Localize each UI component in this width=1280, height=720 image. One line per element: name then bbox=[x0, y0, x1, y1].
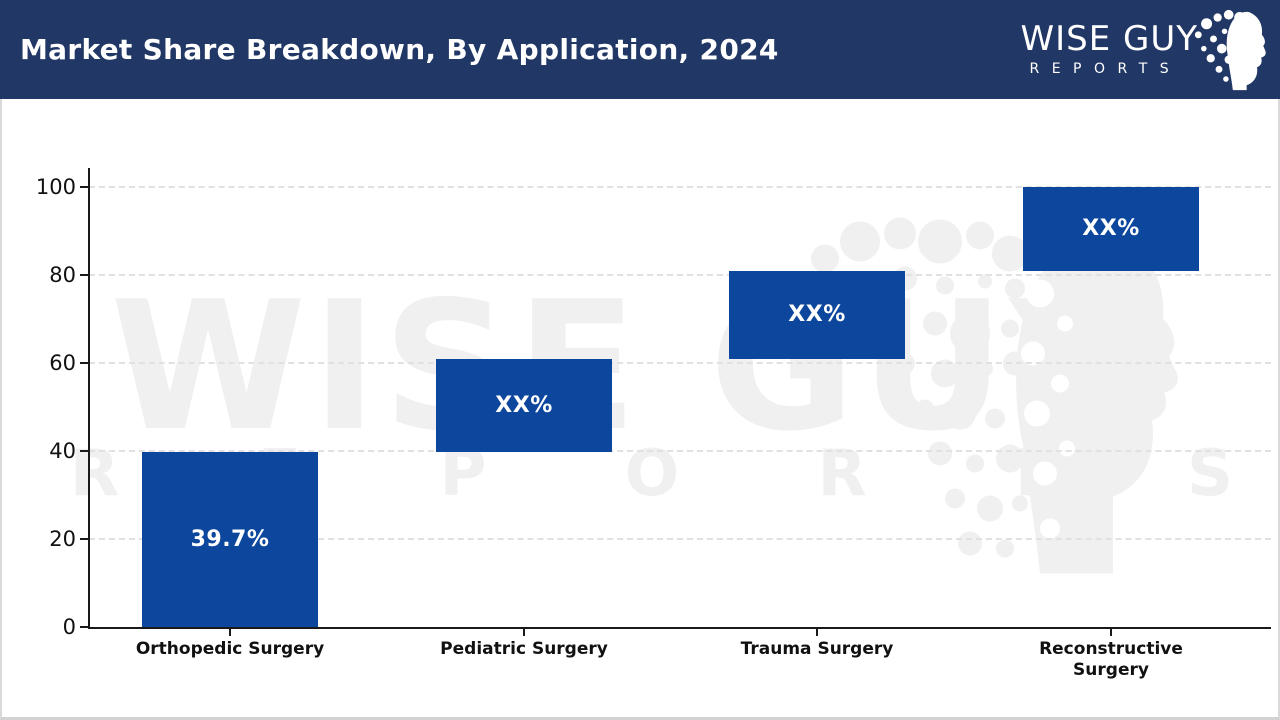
x-category-label-reconstructive-surgery: Reconstructive Surgery bbox=[1039, 639, 1183, 680]
logo-head-icon bbox=[1194, 9, 1266, 90]
bar-pediatric-surgery: XX% bbox=[436, 358, 612, 453]
logo-name: WISE GUY bbox=[1020, 19, 1198, 59]
wise-guy-logo: WISE GUY REPORTS bbox=[1020, 7, 1266, 93]
y-tick-label-40: 40 bbox=[49, 439, 76, 463]
logo-text: WISE GUY REPORTS bbox=[1020, 22, 1198, 77]
header-bar: Market Share Breakdown, By Application, … bbox=[0, 0, 1280, 99]
x-axis-line bbox=[88, 627, 1271, 629]
x-category-label-trauma-surgery: Trauma Surgery bbox=[740, 639, 894, 659]
y-tick-mark-20 bbox=[80, 538, 89, 540]
bar-value-label: 39.7% bbox=[190, 527, 270, 553]
x-tick-mark-reconstructive-surgery bbox=[1110, 628, 1112, 636]
x-category-label-pediatric-surgery: Pediatric Surgery bbox=[440, 639, 608, 659]
bar-orthopedic-surgery: 39.7% bbox=[142, 452, 318, 627]
y-tick-label-100: 100 bbox=[35, 175, 76, 199]
y-axis-line bbox=[88, 168, 90, 629]
bar-reconstructive-surgery: XX% bbox=[1023, 187, 1199, 271]
bar-value-label: XX% bbox=[788, 302, 846, 328]
bar-trauma-surgery: XX% bbox=[729, 270, 905, 359]
gridline-60 bbox=[89, 362, 1271, 364]
gridline-80 bbox=[89, 274, 1271, 276]
bar-value-label: XX% bbox=[1082, 216, 1140, 242]
logo-subtitle: REPORTS bbox=[1029, 61, 1182, 77]
y-tick-mark-100 bbox=[80, 186, 89, 188]
x-tick-mark-pediatric-surgery bbox=[523, 628, 525, 636]
y-tick-mark-0 bbox=[80, 626, 89, 628]
x-tick-mark-trauma-surgery bbox=[816, 628, 818, 636]
watermark-head-icon bbox=[811, 217, 1178, 574]
y-tick-mark-60 bbox=[80, 362, 89, 364]
chart-title: Market Share Breakdown, By Application, … bbox=[20, 33, 779, 66]
y-tick-mark-80 bbox=[80, 274, 89, 276]
x-category-label-orthopedic-surgery: Orthopedic Surgery bbox=[135, 639, 325, 659]
gridline-100 bbox=[89, 186, 1271, 188]
y-tick-label-60: 60 bbox=[49, 351, 76, 375]
bar-value-label: XX% bbox=[495, 392, 553, 418]
y-tick-mark-40 bbox=[80, 450, 89, 452]
gridline-20 bbox=[89, 538, 1271, 540]
gridline-40 bbox=[89, 450, 1271, 452]
y-tick-label-0: 0 bbox=[62, 615, 76, 639]
y-tick-label-20: 20 bbox=[49, 527, 76, 551]
x-tick-mark-orthopedic-surgery bbox=[229, 628, 231, 636]
y-tick-label-80: 80 bbox=[49, 263, 76, 287]
